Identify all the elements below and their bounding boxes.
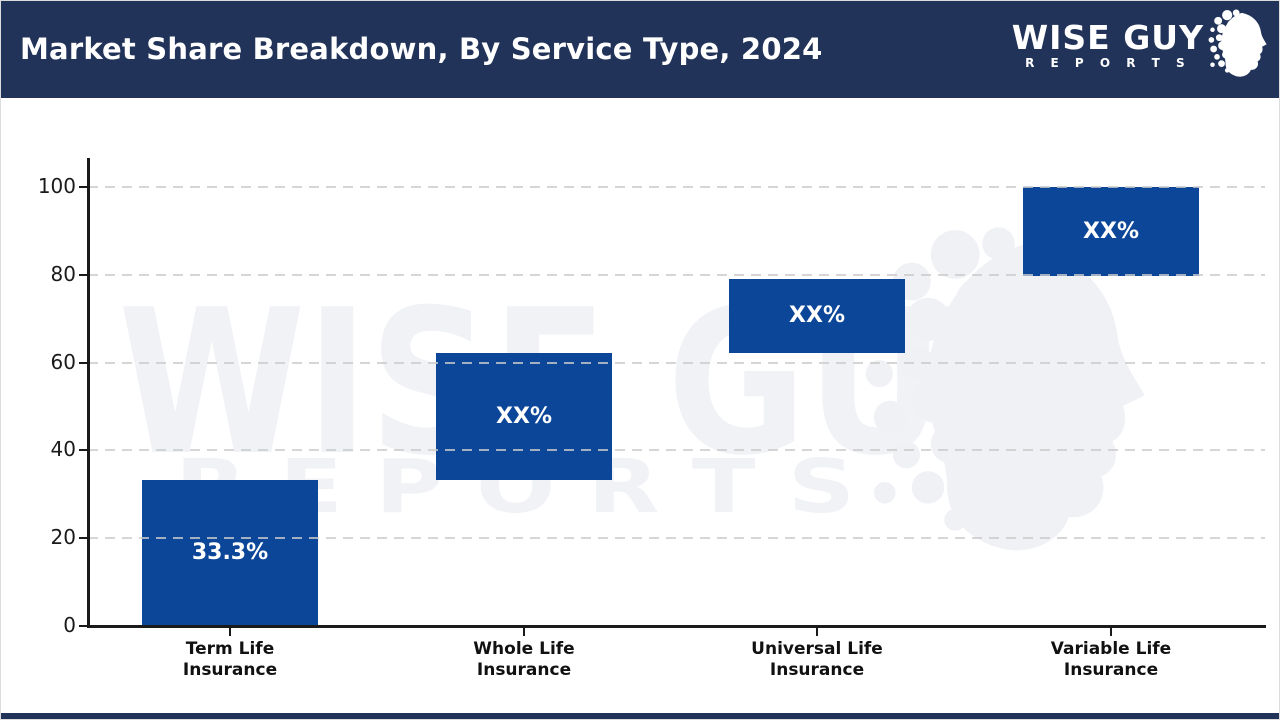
x-axis-tick <box>1110 627 1112 636</box>
y-gridline <box>88 273 1265 276</box>
bar-segment: 33.3% <box>142 479 318 626</box>
brand-logo-text: WISE GUY R E P O R T S <box>1011 17 1204 70</box>
bar-value-label: XX% <box>496 403 552 429</box>
y-axis-tick <box>79 449 88 452</box>
bar-segment: XX% <box>729 279 905 353</box>
y-axis-tick <box>79 361 88 364</box>
y-axis-tick-label: 0 <box>63 613 76 637</box>
brand-logo: WISE GUY R E P O R T S <box>1012 8 1270 82</box>
y-gridline <box>88 537 1265 540</box>
bar-segment: XX% <box>436 352 612 480</box>
y-axis-tick-label: 60 <box>50 349 76 374</box>
bar-value-label: XX% <box>1083 219 1139 245</box>
y-axis-tick <box>79 537 88 540</box>
y-axis-line <box>87 158 90 628</box>
x-axis-line <box>87 625 1266 628</box>
bar-value-label: 33.3% <box>191 540 269 566</box>
brand-name: WISE GUY <box>1011 17 1204 57</box>
x-category-label: Whole Life Insurance <box>473 639 575 680</box>
y-axis-tick <box>79 186 88 188</box>
brand-subtitle: R E P O R T S <box>1025 55 1191 70</box>
y-axis-tick <box>79 273 88 276</box>
y-axis-tick-label: 40 <box>50 437 76 462</box>
x-category-label: Variable Life Insurance <box>1050 639 1172 680</box>
y-axis-tick <box>79 625 88 627</box>
y-gridline <box>88 361 1265 364</box>
footer-bar <box>0 713 1280 720</box>
x-axis-tick <box>816 627 818 636</box>
brand-head-icon <box>1208 9 1267 77</box>
chart-title: Market Share Breakdown, By Service Type,… <box>20 32 823 66</box>
x-category-label: Universal Life Insurance <box>751 639 883 680</box>
x-axis-tick <box>229 627 231 636</box>
y-gridline <box>88 186 1265 188</box>
bar-segment: XX% <box>1023 187 1199 277</box>
bar-value-label: XX% <box>789 303 845 329</box>
y-axis-tick-label: 80 <box>50 261 76 286</box>
y-axis-tick-label: 20 <box>50 525 76 550</box>
x-axis-tick <box>523 627 525 636</box>
header-bar: Market Share Breakdown, By Service Type,… <box>0 0 1280 98</box>
y-gridline <box>88 449 1265 452</box>
y-axis-tick-label: 100 <box>37 174 76 198</box>
x-category-label: Term Life Insurance <box>182 639 278 680</box>
